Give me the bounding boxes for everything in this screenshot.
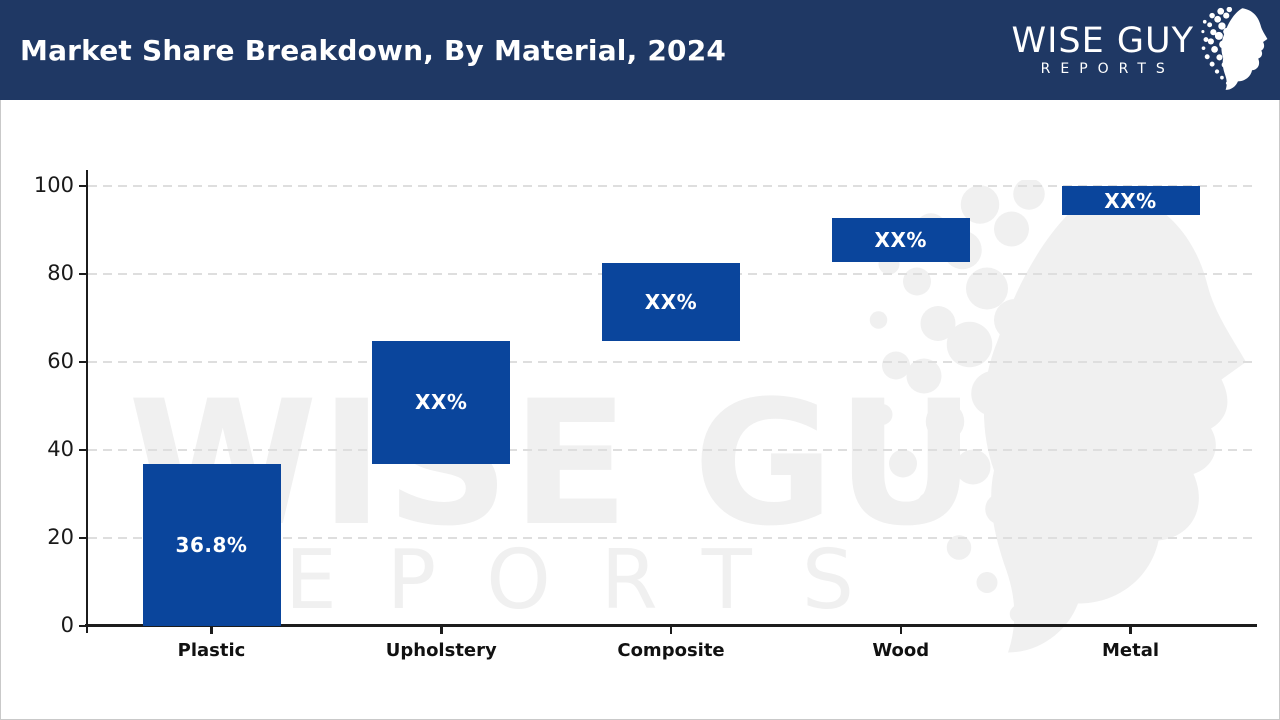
y-tick-label-40: 40	[47, 437, 74, 461]
y-tick-80	[79, 272, 88, 276]
gridline-60	[88, 361, 1256, 363]
gridline-40	[88, 449, 1256, 451]
y-tick-label-100: 100	[33, 173, 74, 197]
x-label-upholstery: Upholstery	[385, 640, 497, 661]
bar-wood: XX%	[831, 217, 970, 262]
y-tick-100	[79, 184, 88, 188]
y-tick-label-0: 0	[60, 613, 74, 637]
header-bar: Market Share Breakdown, By Material, 202…	[0, 0, 1280, 100]
gridline-100	[88, 185, 1256, 187]
x-tick-metal	[1129, 627, 1132, 634]
logo-reports-text: REPORTS	[1040, 60, 1175, 77]
y-tick-60	[79, 360, 88, 364]
wiseguy-head-icon	[1196, 7, 1270, 93]
bar-metal: XX%	[1061, 186, 1200, 216]
x-axis-line	[85, 624, 1257, 627]
y-tick-0	[79, 624, 88, 628]
bar-label-composite: XX%	[644, 289, 698, 314]
x-label-metal: Metal	[1101, 640, 1160, 661]
x-label-composite: Composite	[617, 640, 725, 661]
x-tick-plastic	[210, 627, 213, 634]
x-tick-upholstery	[440, 627, 443, 634]
y-tick-20	[79, 536, 88, 540]
x-label-wood: Wood	[872, 640, 930, 661]
logo-wiseguy-text: WISE GUY	[1011, 21, 1194, 62]
chart-title: Market Share Breakdown, By Material, 202…	[20, 33, 727, 67]
y-axis-line	[86, 170, 88, 633]
y-tick-label-20: 20	[47, 525, 74, 549]
gridline-20	[88, 537, 1256, 539]
bar-upholstery: XX%	[372, 340, 511, 465]
x-tick-wood	[899, 627, 902, 634]
y-tick-label-60: 60	[47, 349, 74, 373]
y-tick-40	[79, 448, 88, 452]
bar-plastic: 36.8%	[142, 464, 281, 626]
bar-label-upholstery: XX%	[415, 390, 468, 415]
wiseguy-logo: WISE GUY REPORTS	[1011, 4, 1270, 96]
x-tick-composite	[669, 627, 673, 634]
bar-label-wood: XX%	[874, 227, 927, 252]
y-tick-label-80: 80	[47, 261, 74, 285]
x-label-plastic: Plastic	[177, 640, 246, 661]
logo-text: WISE GUY REPORTS	[1011, 22, 1194, 77]
bar-composite: XX%	[602, 263, 740, 341]
bar-label-metal: XX%	[1104, 188, 1157, 213]
bar-label-plastic: 36.8%	[175, 533, 248, 558]
